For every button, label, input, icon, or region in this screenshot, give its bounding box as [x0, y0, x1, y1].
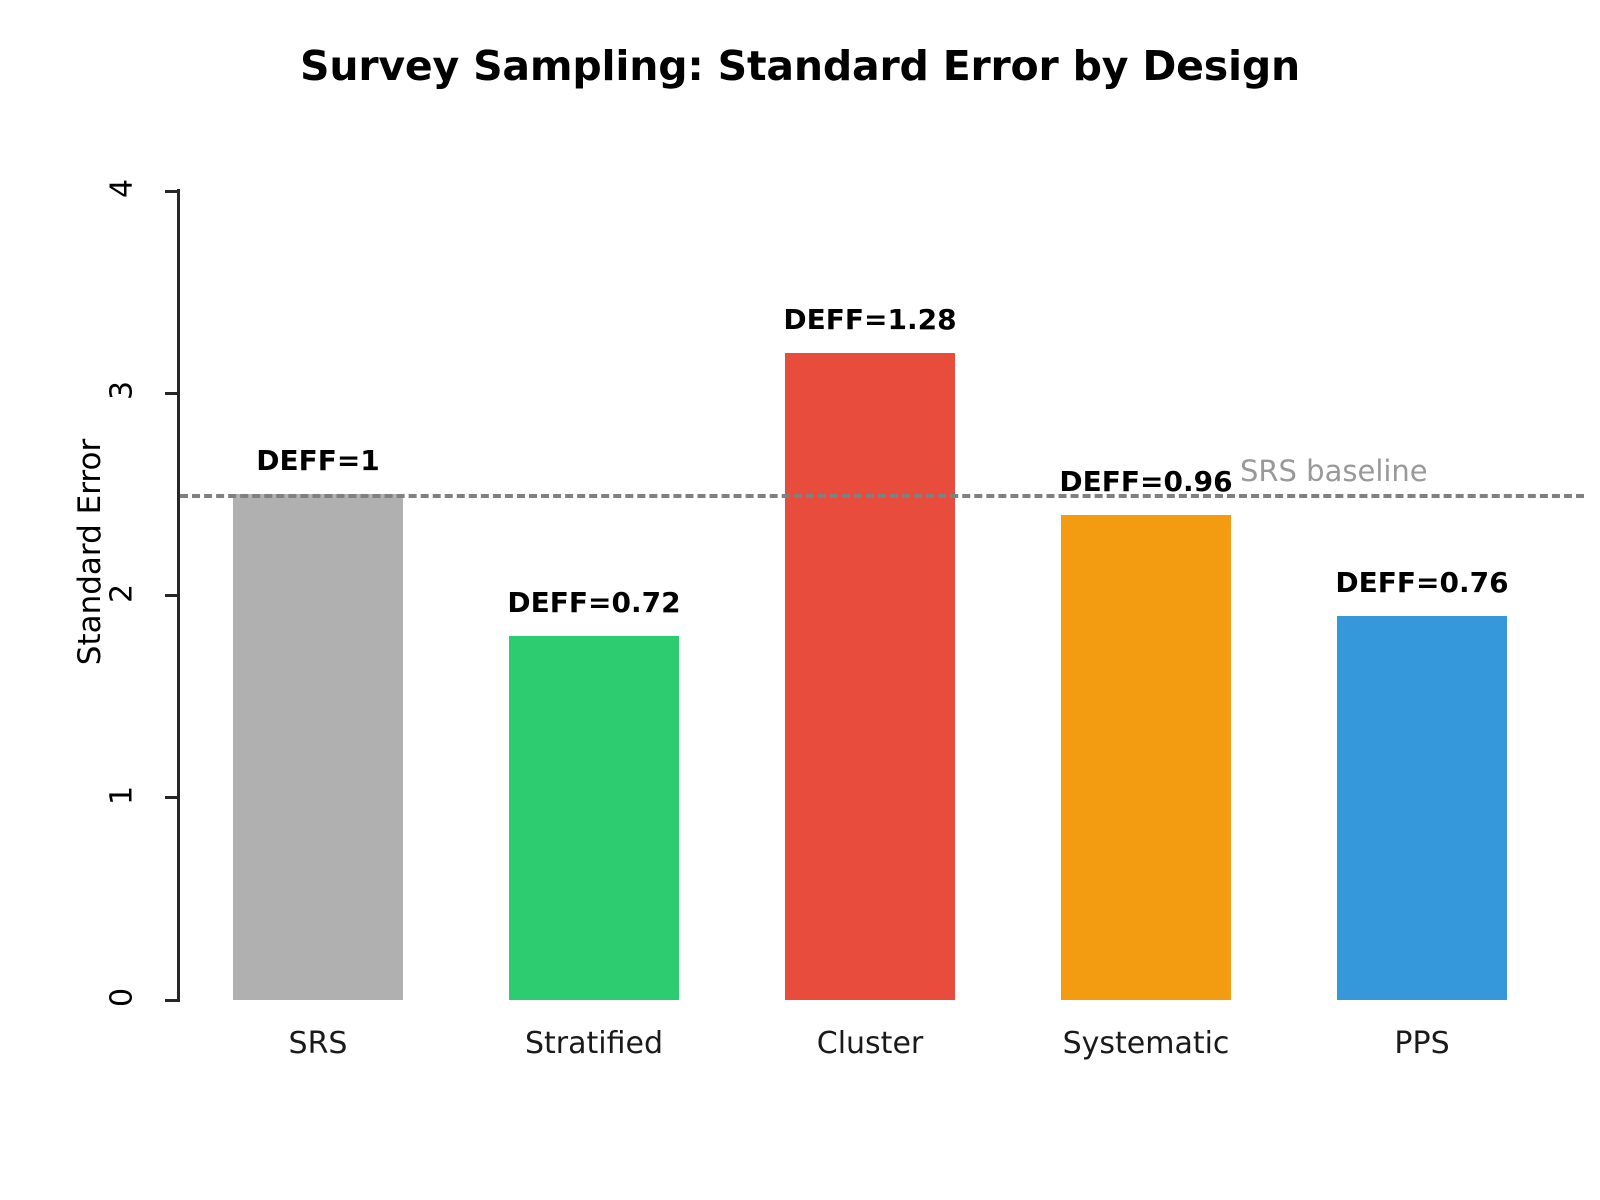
- y-axis-spine: [177, 189, 180, 1002]
- x-tick-label-systematic: Systematic: [1062, 1026, 1230, 1061]
- srs-baseline-annotation: SRS baseline: [1240, 454, 1428, 489]
- bar-value-label-pps: DEFF=0.76: [1335, 565, 1509, 599]
- bar-value-label-srs: DEFF=1: [256, 444, 380, 478]
- y-tick-mark: [165, 391, 177, 395]
- x-tick-label-stratified: Stratified: [524, 1026, 664, 1061]
- y-tick-label: 1: [104, 785, 140, 805]
- y-tick-mark: [165, 796, 177, 800]
- bar-systematic[interactable]: [1061, 514, 1231, 1000]
- y-tick-label: 3: [104, 381, 140, 401]
- bar-value-label-cluster: DEFF=1.28: [783, 302, 957, 336]
- x-tick-label-pps: PPS: [1394, 1026, 1450, 1061]
- bar-value-label-stratified: DEFF=0.72: [507, 585, 681, 619]
- y-tick-mark: [165, 594, 177, 597]
- x-tick-label-srs: SRS: [288, 1026, 348, 1061]
- y-tick-mark: [165, 998, 177, 1002]
- y-tick-label: 2: [104, 583, 140, 603]
- chart-title: Survey Sampling: Standard Error by Desig…: [300, 42, 1300, 90]
- y-tick-label: 4: [104, 178, 140, 199]
- srs-baseline-line: [180, 494, 1584, 499]
- bar-value-label-systematic: DEFF=0.96: [1059, 464, 1233, 498]
- y-axis-title: Standard Error: [72, 438, 108, 666]
- bar-cluster[interactable]: [785, 352, 955, 1000]
- x-tick-label-cluster: Cluster: [816, 1026, 924, 1061]
- y-tick-label: 0: [104, 987, 140, 1008]
- plot-area: [180, 191, 1560, 1000]
- bar-pps[interactable]: [1337, 615, 1507, 1000]
- y-tick-mark: [165, 189, 177, 193]
- bar-srs[interactable]: [233, 494, 403, 1000]
- bar-stratified[interactable]: [509, 635, 679, 1000]
